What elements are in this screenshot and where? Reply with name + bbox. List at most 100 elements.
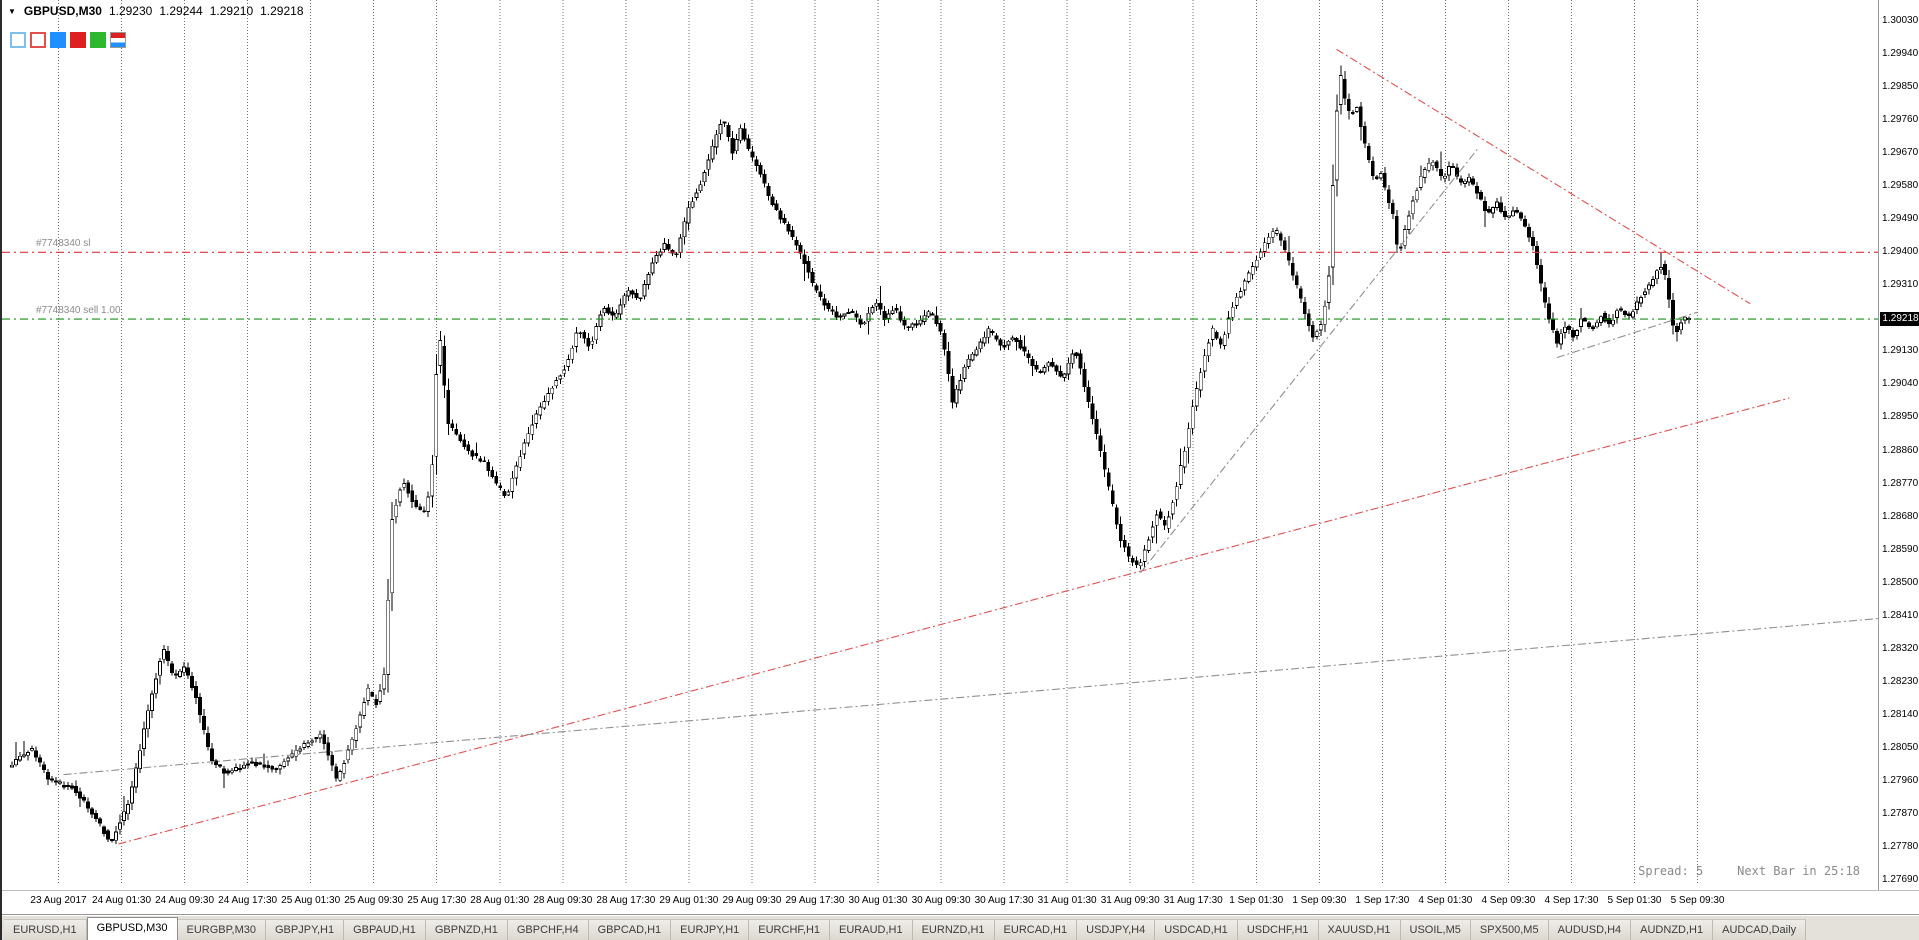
striped-flag-swatch-icon[interactable] <box>110 32 126 48</box>
solid-red-swatch-icon[interactable] <box>70 32 86 48</box>
tab-gbpchf-h4[interactable]: GBPCHF,H4 <box>507 919 589 940</box>
ohlc-open: 1.29230 <box>108 4 153 18</box>
price-tick: 1.29850 <box>1882 81 1919 93</box>
price-tick: 1.29940 <box>1882 48 1919 60</box>
tab-gbpcad-h1[interactable]: GBPCAD,H1 <box>588 919 672 940</box>
tab-gbpusd-m30[interactable]: GBPUSD,M30 <box>86 917 178 940</box>
price-tick: 1.29400 <box>1882 246 1919 258</box>
price-tick: 1.28950 <box>1882 411 1919 423</box>
time-tick: 5 Sep 01:30 <box>1607 895 1662 906</box>
time-tick: 29 Aug 17:30 <box>785 895 845 906</box>
tab-eurchf-h1[interactable]: EURCHF,H1 <box>749 919 831 940</box>
price-tick: 1.28860 <box>1882 444 1919 456</box>
time-tick: 31 Aug 09:30 <box>1100 895 1160 906</box>
time-tick: 4 Sep 17:30 <box>1544 895 1599 906</box>
tab-eurusd-h1[interactable]: EURUSD,H1 <box>4 919 87 940</box>
time-tick: 28 Aug 01:30 <box>470 895 530 906</box>
price-tick: 1.28680 <box>1882 510 1919 522</box>
price-tick: 1.28500 <box>1882 576 1919 588</box>
price-tick: 1.28140 <box>1882 708 1919 720</box>
price-tick: 1.29670 <box>1882 147 1919 159</box>
next-bar-label: Next Bar in 25:18 <box>1737 864 1860 878</box>
time-tick: 25 Aug 09:30 <box>344 895 404 906</box>
time-tick: 30 Aug 01:30 <box>848 895 908 906</box>
price-tick: 1.28770 <box>1882 477 1919 489</box>
solid-blue-swatch-icon[interactable] <box>50 32 66 48</box>
price-tick: 1.28320 <box>1882 642 1919 654</box>
tab-usoil-m5[interactable]: USOIL,M5 <box>1400 919 1471 940</box>
ohlc-low: 1.29210 <box>209 4 254 18</box>
tab-spx500-m5[interactable]: SPX500,M5 <box>1470 919 1549 940</box>
solid-green-swatch-icon[interactable] <box>90 32 106 48</box>
time-tick: 28 Aug 17:30 <box>596 895 656 906</box>
tab-audusd-h4[interactable]: AUDUSD,H4 <box>1548 919 1632 940</box>
chart-symbol-title: GBPUSD,M30 <box>23 4 102 18</box>
tab-gbpnzd-h1[interactable]: GBPNZD,H1 <box>425 919 508 940</box>
current-price-badge: 1.29218 <box>1880 312 1919 327</box>
time-tick: 31 Aug 17:30 <box>1163 895 1223 906</box>
tab-gbpaud-h1[interactable]: GBPAUD,H1 <box>344 919 426 940</box>
time-tick: 1 Sep 01:30 <box>1229 895 1284 906</box>
price-tick: 1.28590 <box>1882 543 1919 555</box>
time-tick: 24 Aug 09:30 <box>155 895 215 906</box>
time-tick: 29 Aug 01:30 <box>659 895 719 906</box>
price-tick: 1.29760 <box>1882 114 1919 126</box>
window-menu-icon[interactable]: ▼ <box>8 6 16 16</box>
outline-red-swatch-icon[interactable] <box>30 32 46 48</box>
price-tick: 1.28230 <box>1882 675 1919 687</box>
tab-euraud-h1[interactable]: EURAUD,H1 <box>830 919 913 940</box>
price-tick: 1.30030 <box>1882 15 1919 26</box>
tab-audnzd-h1[interactable]: AUDNZD,H1 <box>1631 919 1714 940</box>
tab-usdchf-h1[interactable]: USDCHF,H1 <box>1237 919 1319 940</box>
tab-audcad-daily[interactable]: AUDCAD,Daily <box>1713 919 1807 940</box>
time-tick: 25 Aug 17:30 <box>407 895 467 906</box>
time-tick: 1 Sep 09:30 <box>1292 895 1347 906</box>
price-tick: 1.29040 <box>1882 378 1919 390</box>
object-color-palette <box>10 32 126 48</box>
price-tick: 1.29130 <box>1882 345 1919 357</box>
time-tick: 24 Aug 17:30 <box>218 895 278 906</box>
time-tick: 5 Sep 09:30 <box>1670 895 1725 906</box>
time-tick: 24 Aug 01:30 <box>92 895 152 906</box>
tab-usdjpy-h4[interactable]: USDJPY,H4 <box>1077 919 1156 940</box>
tab-eurcad-h1[interactable]: EURCAD,H1 <box>994 919 1078 940</box>
price-axis[interactable]: 1.29218 1.30030 1.29940 1.29850 1.29760 1.29… <box>1878 0 1919 890</box>
chart-canvas[interactable] <box>2 0 1878 890</box>
time-tick: 25 Aug 01:30 <box>281 895 341 906</box>
price-tick: 1.27780 <box>1882 840 1919 852</box>
chart-title: ▼ GBPUSD,M30 1.29230 1.29244 1.29210 1.2… <box>8 4 304 18</box>
tab-eurjpy-h1[interactable]: EURJPY,H1 <box>671 919 750 940</box>
time-tick: 29 Aug 09:30 <box>722 895 782 906</box>
price-tick: 1.27690 <box>1882 874 1919 885</box>
ohlc-high: 1.29244 <box>159 4 203 18</box>
time-tick: 4 Sep 09:30 <box>1481 895 1536 906</box>
price-tick: 1.28410 <box>1882 609 1919 621</box>
tab-eurgbp-m30[interactable]: EURGBP,M30 <box>177 919 266 940</box>
order-sell-label: #7748340 sell 1.00 <box>36 305 121 317</box>
tab-usdcad-h1[interactable]: USDCAD,H1 <box>1155 919 1238 940</box>
spread-label: Spread: 5 <box>1638 864 1704 878</box>
tab-xauusd-h1[interactable]: XAUUSD,H1 <box>1318 919 1401 940</box>
order-sl-label: #7748340 sl <box>36 238 91 250</box>
tab-gbpjpy-h1[interactable]: GBPJPY,H1 <box>266 919 345 940</box>
outline-blue-swatch-icon[interactable] <box>10 32 26 48</box>
price-tick: 1.28050 <box>1882 741 1919 753</box>
price-tick: 1.29310 <box>1882 279 1919 291</box>
time-tick: 4 Sep 01:30 <box>1418 895 1473 906</box>
price-tick: 1.27960 <box>1882 774 1919 786</box>
time-tick: 30 Aug 17:30 <box>974 895 1034 906</box>
time-tick: 1 Sep 17:30 <box>1355 895 1410 906</box>
time-tick: 23 Aug 2017 <box>30 895 87 906</box>
price-tick: 1.29490 <box>1882 213 1919 225</box>
chart-tab-bar: EURUSD,H1 GBPUSD,M30 EURGBP,M30 GBPJPY,H1 GB… <box>2 914 1919 940</box>
time-tick: 30 Aug 09:30 <box>911 895 971 906</box>
chart-footer-info: Spread: 5 Next Bar in 25:18 <box>1638 864 1860 878</box>
time-tick: 28 Aug 09:30 <box>533 895 593 906</box>
time-axis[interactable]: 23 Aug 2017 24 Aug 01:30 24 Aug 09:30 24 Au… <box>2 890 1919 914</box>
price-tick: 1.27870 <box>1882 807 1919 819</box>
chart-plot-area[interactable]: ▼ GBPUSD,M30 1.29230 1.29244 1.29210 1.2… <box>2 0 1878 890</box>
tab-eurnzd-h1[interactable]: EURNZD,H1 <box>912 919 995 940</box>
ohlc-close: 1.29218 <box>260 4 304 18</box>
time-tick: 31 Aug 01:30 <box>1037 895 1097 906</box>
